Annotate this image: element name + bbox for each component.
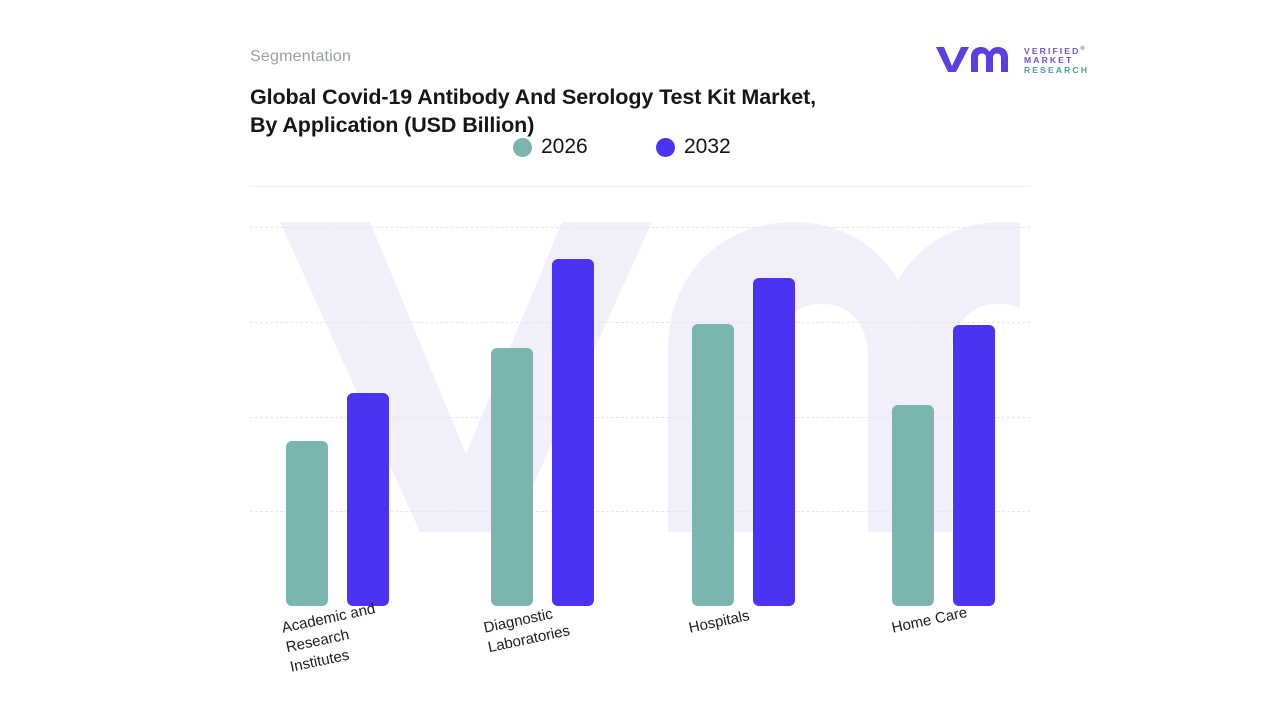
- page-title: Global Covid-19 Antibody And Serology Te…: [250, 83, 910, 139]
- gridline-1: [250, 511, 1030, 513]
- legend-swatch-icon: [513, 137, 532, 157]
- legend-item-2032[interactable]: 2032: [656, 136, 731, 158]
- category-axis-labels: Academic and Research Institutes Diagnostic…: [250, 600, 1040, 707]
- logo-line-market: MARKET: [1024, 55, 1074, 66]
- gridline-2: [250, 416, 1030, 418]
- plot-area: [250, 186, 1030, 606]
- logo-line-research: RESEARCH: [1024, 65, 1090, 76]
- bar-2032-2[interactable]: [753, 278, 795, 606]
- title-line-1: Global Covid-19 Antibody And Serology Te…: [250, 85, 816, 109]
- legend-swatch-icon: [656, 137, 675, 157]
- bar-2032-1[interactable]: [552, 259, 594, 606]
- category-label-2: Hospitals: [687, 606, 752, 638]
- chart-legend: 2026 2032: [250, 136, 1030, 162]
- bar-2032-3[interactable]: [953, 324, 995, 606]
- registered-mark-icon: ®: [1080, 46, 1085, 52]
- chart-panel: [250, 186, 1030, 607]
- bar-2026-2[interactable]: [692, 323, 734, 606]
- bar-2026-1[interactable]: [491, 348, 533, 606]
- title-line-2: By Application (USD Billion): [250, 113, 535, 137]
- vmr-monogram-icon: [936, 47, 1008, 72]
- legend-label: 2026: [541, 135, 588, 158]
- bar-2032-0[interactable]: [347, 392, 389, 606]
- legend-label: 2032: [684, 135, 731, 158]
- gridline-3: [250, 321, 1030, 323]
- brand-logo: VERIFIED® MARKET RESEARCH: [934, 42, 1087, 78]
- category-label-0: Academic and Research Institutes: [280, 599, 385, 677]
- bar-2026-3[interactable]: [892, 405, 934, 606]
- gridline-4: [250, 227, 1030, 228]
- bar-2026-0[interactable]: [286, 441, 328, 606]
- category-label-line: Home Care: [890, 604, 969, 637]
- logo-line-verified: VERIFIED: [1024, 45, 1081, 56]
- category-label-1: Diagnostic Laboratories: [482, 602, 572, 658]
- category-label-3: Home Care: [890, 603, 969, 639]
- category-label-line: Hospitals: [687, 607, 752, 637]
- logo-wordmark: VERIFIED® MARKET RESEARCH: [1024, 45, 1089, 76]
- segmentation-kicker: Segmentation: [250, 48, 352, 65]
- legend-item-2026[interactable]: 2026: [513, 136, 588, 158]
- panel-top-divider: [250, 186, 1030, 187]
